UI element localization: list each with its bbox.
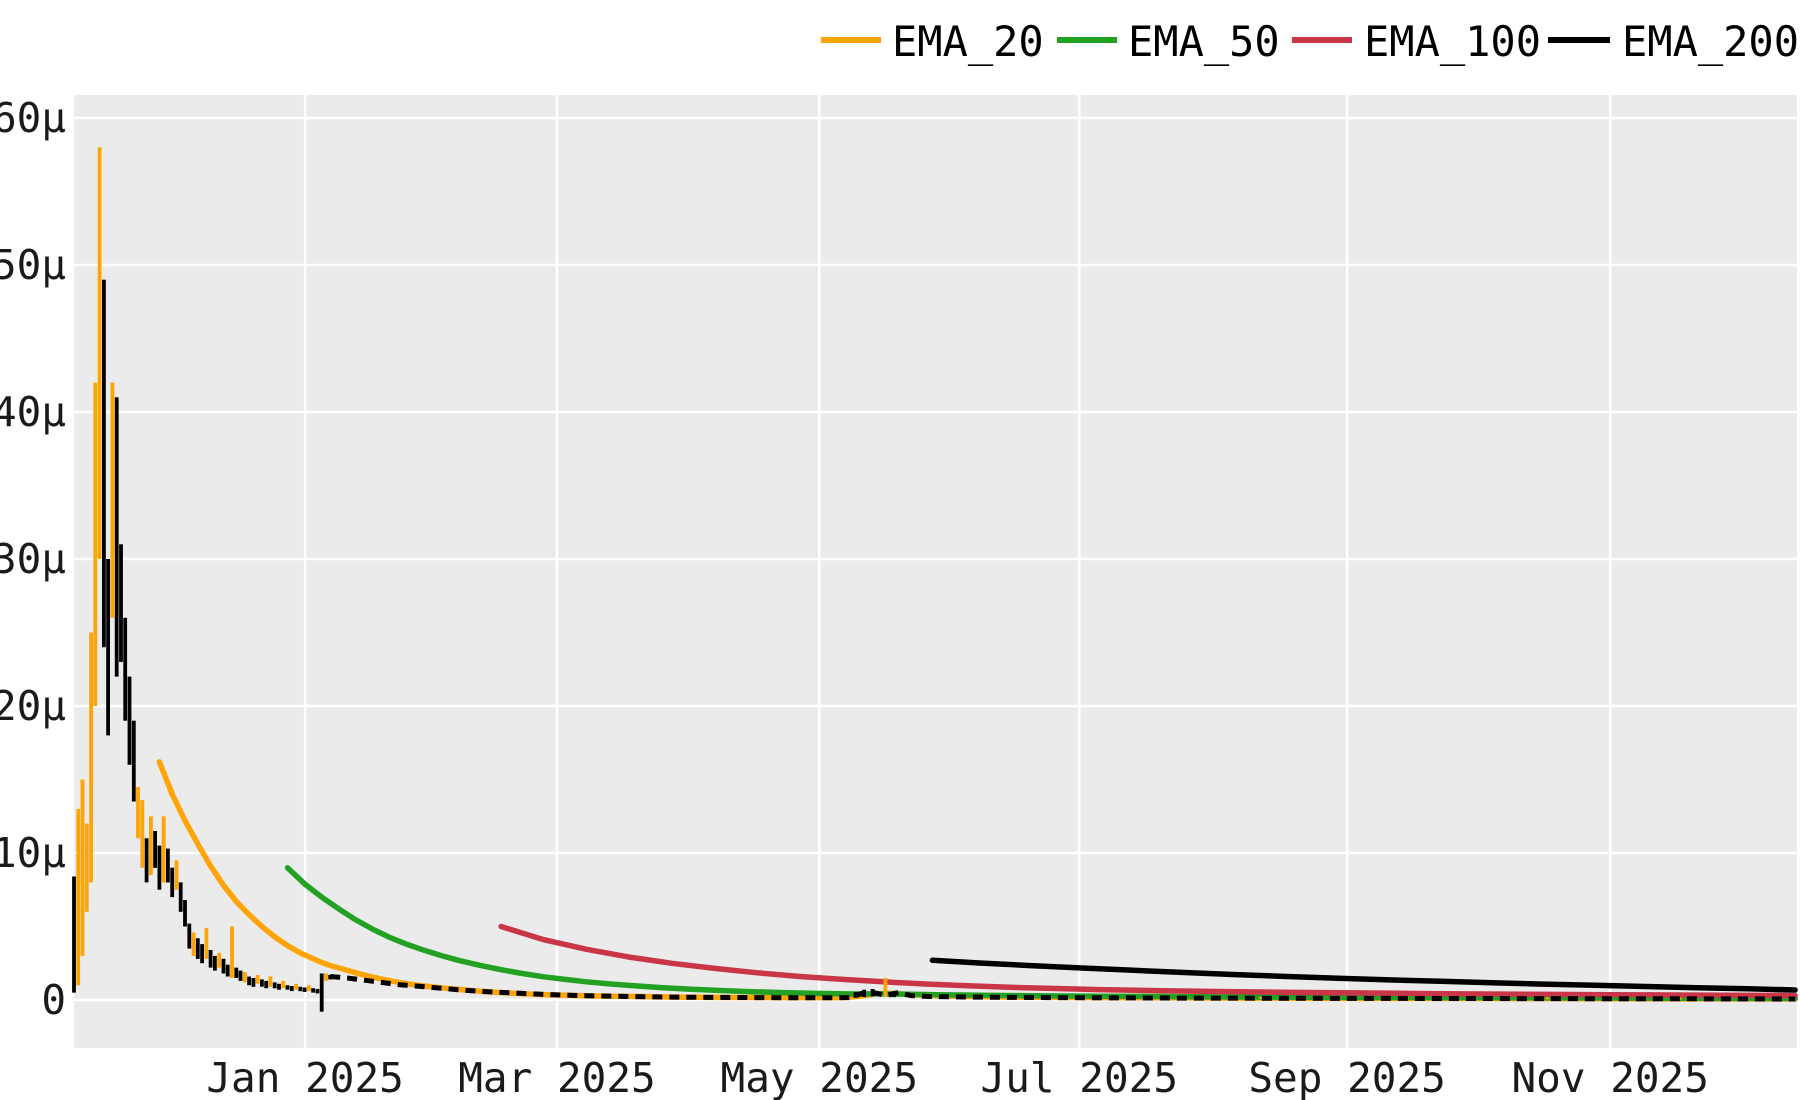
price-candle xyxy=(191,932,196,956)
price-candle xyxy=(102,279,106,648)
y-tick-label: 30µ xyxy=(0,535,66,583)
price-candle xyxy=(221,958,226,974)
price-candle xyxy=(178,882,183,912)
ema-100-line xyxy=(498,923,1798,999)
price-candle xyxy=(149,816,153,876)
price-candle xyxy=(242,972,247,983)
legend-label-ema-20: EMA_20 xyxy=(892,17,1044,66)
price-candle xyxy=(213,955,217,971)
price-candle xyxy=(268,976,273,987)
price-candle xyxy=(272,982,277,989)
price-candle xyxy=(311,988,315,993)
price-candle xyxy=(93,382,98,706)
price-candle xyxy=(281,980,286,989)
y-tick-label: 0 xyxy=(41,976,66,1024)
price-candle xyxy=(72,876,76,993)
x-tick-label: Jan 2025 xyxy=(206,1054,403,1100)
legend-label-ema-50: EMA_50 xyxy=(1128,17,1280,66)
price-candle xyxy=(277,983,281,990)
price-candle xyxy=(144,838,149,883)
price-candle xyxy=(247,976,251,986)
price-candle xyxy=(114,397,119,677)
price-candle xyxy=(123,617,128,721)
price-candle xyxy=(183,900,187,927)
price-candle xyxy=(315,989,320,994)
price-candle xyxy=(255,975,260,984)
price-candle xyxy=(187,923,192,949)
price-candle xyxy=(84,823,89,912)
price-candle xyxy=(225,964,230,977)
price-candle xyxy=(97,147,102,559)
price-candle xyxy=(1259,996,1264,999)
x-tick-label: Jul 2025 xyxy=(981,1054,1178,1100)
price-candle xyxy=(157,845,162,890)
price-candle xyxy=(217,953,222,968)
legend-label-ema-100: EMA_100 xyxy=(1364,17,1541,66)
price-dashed-line xyxy=(329,974,1796,1002)
price-candle xyxy=(285,985,290,990)
legend-label-ema-200: EMA_200 xyxy=(1622,17,1799,66)
y-tick-label: 20µ xyxy=(0,682,66,730)
price-candle xyxy=(127,676,132,765)
y-tick-label: 50µ xyxy=(0,241,66,289)
price-candle xyxy=(883,978,888,998)
y-tick-label: 60µ xyxy=(0,94,66,142)
price-candle xyxy=(319,973,324,1012)
price-candle xyxy=(307,985,311,992)
price-candle xyxy=(119,544,123,662)
plot-area xyxy=(74,95,1797,1048)
price-candle xyxy=(131,720,136,802)
price-candle xyxy=(200,944,204,964)
y-tick-label: 40µ xyxy=(0,388,66,436)
price-candle xyxy=(294,983,298,990)
price-candle xyxy=(136,786,140,839)
price-candle xyxy=(110,382,115,618)
ema-200-line xyxy=(929,957,1798,993)
x-tick-label: Mar 2025 xyxy=(458,1054,655,1100)
price-candle xyxy=(260,979,264,987)
price-candle xyxy=(195,938,200,959)
price-candle xyxy=(76,808,81,986)
x-tick-label: Nov 2025 xyxy=(1511,1054,1708,1100)
price-candle xyxy=(170,867,175,898)
price-candle xyxy=(80,779,85,956)
price-candle xyxy=(166,848,170,883)
price-candle xyxy=(204,928,209,959)
price-candle xyxy=(238,970,243,981)
price-candle xyxy=(234,967,239,978)
price-candle xyxy=(208,950,213,968)
price-candle xyxy=(161,816,166,883)
price-candle xyxy=(298,986,303,992)
price-candle xyxy=(289,986,294,992)
x-tick-label: Sep 2025 xyxy=(1248,1054,1445,1100)
y-tick-label: 10µ xyxy=(0,829,66,877)
price-candle xyxy=(230,926,234,978)
price-candle xyxy=(153,831,157,868)
price-candle xyxy=(264,980,269,989)
price-candle xyxy=(106,559,110,736)
price-candle xyxy=(174,860,179,890)
price-candle xyxy=(89,632,93,883)
price-candle xyxy=(140,800,145,868)
price-candle xyxy=(302,987,307,992)
price-candle xyxy=(853,991,858,998)
price-candle xyxy=(1545,997,1550,1000)
x-tick-label: May 2025 xyxy=(721,1054,918,1100)
price-candle xyxy=(251,978,256,987)
price-candle xyxy=(324,973,328,981)
